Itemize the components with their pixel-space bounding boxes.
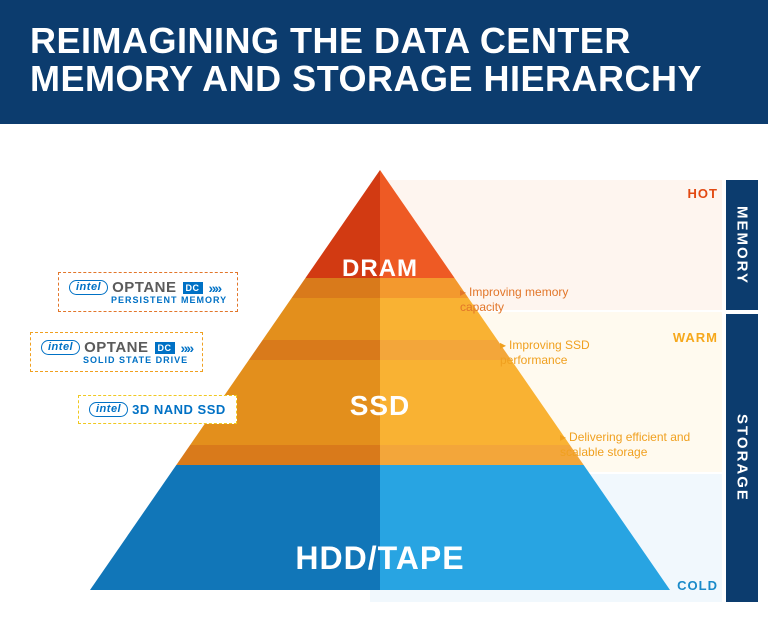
tier-label-hdd: HDD/TAPE [60,540,700,577]
note-arrow-icon: ▸ [460,285,466,299]
note-text: Improving memory capacity [460,285,568,314]
header-banner: REIMAGINING THE DATA CENTER MEMORY AND S… [0,0,768,124]
product-callout-optane-pm: intel OPTANE DC »»PERSISTENT MEMORY [58,272,238,312]
intel-logo-icon: intel [69,280,108,295]
chevron-icon: »» [209,280,221,296]
pyramid-tier-gap3-left [176,445,380,465]
product-name: OPTANE [84,339,148,356]
product-name: 3D NAND SSD [132,402,226,417]
category-sidebar: MEMORY STORAGE [726,180,758,606]
chevron-icon: »» [181,340,193,356]
pyramid-tier-gap2-left [249,340,380,360]
pyramid-tier-gap2-right [380,340,511,360]
dc-badge: DC [183,282,203,294]
annotation-note: ▸Improving SSD performance [500,338,640,368]
note-arrow-icon: ▸ [560,430,566,444]
product-callout-3dnand: intel 3D NAND SSD [78,395,237,424]
intel-logo-icon: intel [89,402,128,417]
product-subtitle: PERSISTENT MEMORY [111,295,227,305]
note-text: Delivering efficient and scalable storag… [560,430,690,459]
sidebar-seg-storage: STORAGE [726,314,758,602]
note-arrow-icon: ▸ [500,338,506,352]
dc-badge: DC [155,342,175,354]
note-text: Improving SSD performance [500,338,590,367]
product-name: OPTANE [112,279,176,296]
annotation-note: ▸Improving memory capacity [460,285,600,315]
header-line-2: MEMORY AND STORAGE HIERARCHY [30,60,738,98]
header-line-1: REIMAGINING THE DATA CENTER [30,22,738,60]
intel-logo-icon: intel [41,340,80,355]
pyramid-tier-gap3-right [380,445,584,465]
product-callout-optane-ssd: intel OPTANE DC »»SOLID STATE DRIVE [30,332,203,372]
product-subtitle: SOLID STATE DRIVE [83,355,192,365]
annotation-note: ▸Delivering efficient and scalable stora… [560,430,700,460]
pyramid-tier-opt-left [263,298,380,340]
sidebar-seg-memory: MEMORY [726,180,758,310]
